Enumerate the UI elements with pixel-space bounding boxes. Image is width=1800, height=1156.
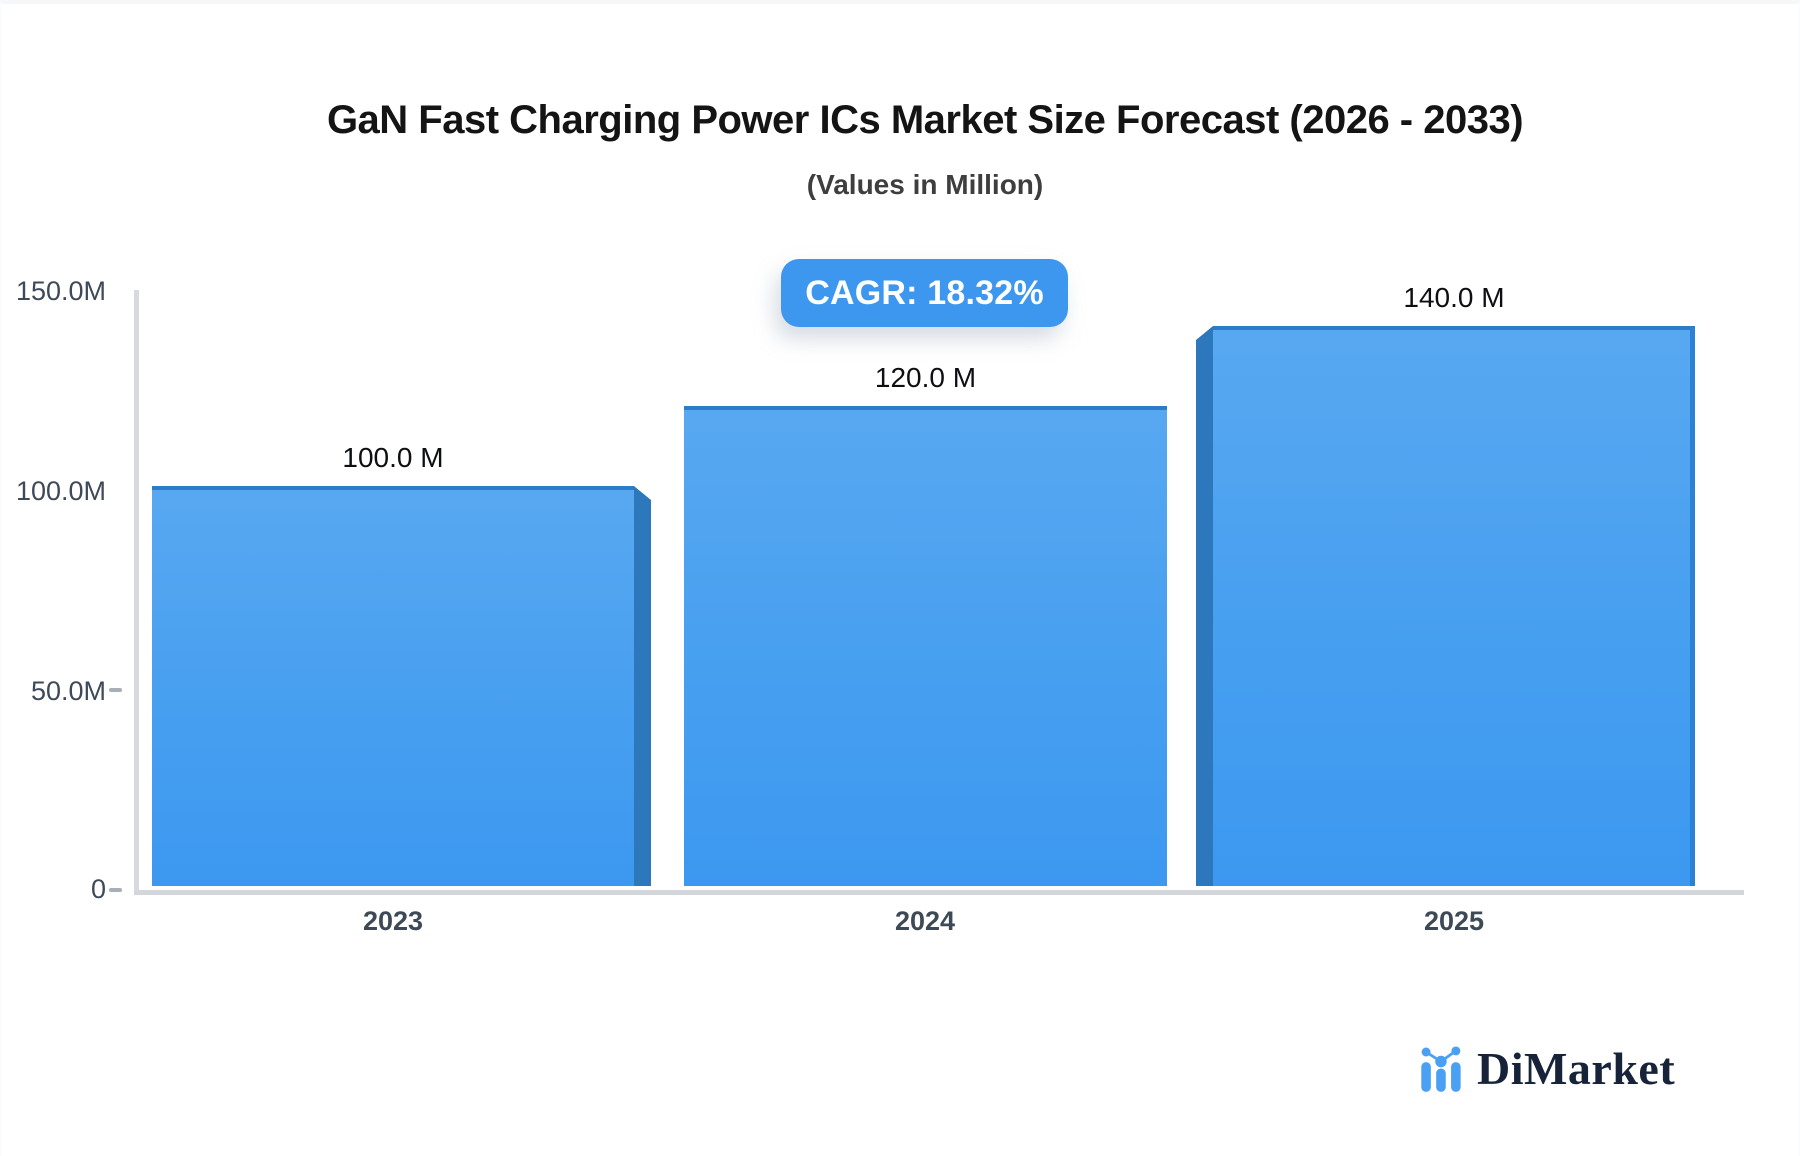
- bar-chart-logo-icon: [1421, 1046, 1461, 1092]
- y-tick-label-150m: 150.0M: [15, 276, 106, 306]
- y-tick-label-0: 0: [90, 874, 106, 904]
- y-tick-label-50m: 50.0M: [30, 676, 106, 706]
- bar-2024: 120.0 M: [684, 362, 1167, 886]
- y-axis-line: [134, 290, 139, 895]
- bar-2024-face: [684, 406, 1167, 886]
- bar-2023-value-label: 100.0 M: [342, 442, 444, 473]
- bar-2023-face: [152, 486, 634, 886]
- cagr-badge: CAGR: 18.32%: [781, 259, 1068, 327]
- bar-2025-face: [1213, 326, 1695, 886]
- x-tick-label-2023: 2023: [362, 906, 424, 936]
- bar-2025: 140.0 M: [1196, 282, 1695, 886]
- bar-2023: 100.0 M: [152, 442, 651, 886]
- y-tick-mark-0: [109, 888, 122, 892]
- y-tick-label-100m: 100.0M: [15, 476, 106, 506]
- bar-2025-3d-side: [1196, 326, 1213, 886]
- bar-2024-value-label: 120.0 M: [874, 362, 977, 393]
- dimarket-logo: DiMarket: [1418, 1044, 1675, 1094]
- chart-header: GaN Fast Charging Power ICs Market Size …: [52, 98, 1798, 201]
- dimarket-logo-text: DiMarket: [1477, 1043, 1676, 1094]
- bar-2025-value-label: 140.0 M: [1403, 282, 1505, 313]
- bar-2023-3d-side: [634, 486, 651, 886]
- y-tick-mark-50m: [109, 688, 122, 692]
- chart-title: GaN Fast Charging Power ICs Market Size …: [326, 98, 1524, 142]
- x-tick-label-2024: 2024: [894, 906, 956, 936]
- x-axis-line: [134, 890, 1744, 895]
- x-tick-label-2025: 2025: [1423, 906, 1485, 936]
- chart-subtitle: (Values in Million): [806, 169, 1044, 200]
- cagr-badge-label: CAGR: 18.32%: [805, 273, 1044, 312]
